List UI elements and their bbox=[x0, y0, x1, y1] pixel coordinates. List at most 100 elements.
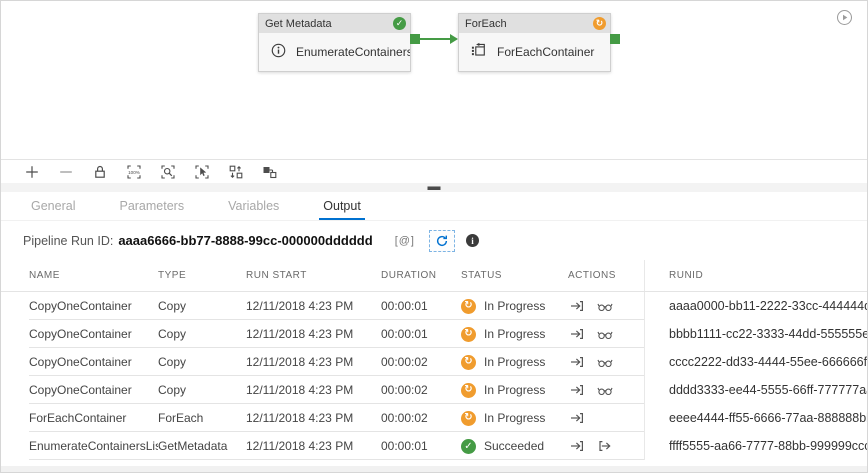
zoom-to-fit-icon[interactable]: 100% bbox=[125, 163, 142, 180]
input-icon[interactable] bbox=[568, 326, 585, 343]
node-type-label: Get Metadata bbox=[265, 17, 332, 30]
annotations-icon[interactable]: [@] bbox=[394, 234, 415, 247]
activity-run-row: CopyOneContainer Copy 12/11/2018 4:23 PM… bbox=[1, 292, 867, 320]
node-status-badge bbox=[593, 17, 606, 30]
activity-output-panel: General Parameters Variables Output Pipe… bbox=[1, 192, 867, 472]
lock-icon[interactable] bbox=[91, 163, 108, 180]
output-port[interactable] bbox=[410, 34, 420, 44]
run-id-cell: dddd3333-ee44-5555-66ff-777777aaaaaa bbox=[644, 376, 867, 404]
activity-connector bbox=[420, 38, 450, 40]
node-header: ForEach bbox=[459, 14, 610, 33]
run-start-cell: 12/11/2018 4:23 PM bbox=[246, 327, 354, 341]
duration-cell: 00:00:02 bbox=[381, 383, 428, 397]
activity-name-cell: ForEachContainer bbox=[29, 411, 127, 425]
input-icon[interactable] bbox=[568, 298, 585, 315]
status-cell: In Progress bbox=[461, 326, 568, 342]
activity-name-label: ForEachContainer bbox=[497, 45, 595, 59]
status-icon bbox=[461, 382, 476, 398]
activity-type-cell: Copy bbox=[158, 327, 187, 341]
details-glasses-icon[interactable] bbox=[596, 326, 613, 343]
input-icon[interactable] bbox=[568, 410, 585, 427]
zoom-in-icon[interactable] bbox=[23, 163, 40, 180]
actions-cell bbox=[568, 298, 644, 315]
play-icon[interactable] bbox=[836, 9, 853, 26]
activity-node-foreach[interactable]: ForEach ForEachContainer bbox=[458, 13, 611, 72]
run-id-cell: eeee4444-ff55-6666-77aa-888888bbbbbb bbox=[644, 404, 867, 432]
activity-run-row: CopyOneContainer Copy 12/11/2018 4:23 PM… bbox=[1, 348, 867, 376]
column-header-runid: RUNID bbox=[644, 260, 867, 291]
actions-cell bbox=[568, 438, 644, 455]
column-header-name: NAME bbox=[29, 270, 60, 281]
status-label: In Progress bbox=[484, 299, 546, 313]
status-cell: In Progress bbox=[461, 382, 568, 398]
horizontal-scrollbar[interactable] bbox=[1, 466, 867, 472]
node-header: Get Metadata bbox=[259, 14, 410, 33]
tab-variables[interactable]: Variables bbox=[228, 199, 280, 213]
status-label: In Progress bbox=[484, 383, 546, 397]
duration-cell: 00:00:01 bbox=[381, 299, 428, 313]
status-icon bbox=[461, 410, 476, 426]
input-icon[interactable] bbox=[568, 354, 585, 371]
show-connections-icon[interactable] bbox=[261, 163, 278, 180]
status-label: Succeeded bbox=[484, 439, 545, 453]
details-glasses-icon[interactable] bbox=[596, 298, 613, 315]
refresh-button[interactable] bbox=[428, 229, 455, 252]
zoom-out-icon[interactable] bbox=[57, 163, 74, 180]
activity-name-cell: CopyOneContainer bbox=[29, 327, 132, 341]
actions-cell bbox=[568, 382, 644, 399]
pipeline-canvas[interactable]: Get Metadata EnumerateContainers... ForE… bbox=[1, 1, 867, 159]
activity-name-cell: CopyOneContainer bbox=[29, 299, 132, 313]
node-status-badge bbox=[393, 17, 406, 30]
zoom-area-icon[interactable] bbox=[159, 163, 176, 180]
run-start-cell: 12/11/2018 4:23 PM bbox=[246, 411, 354, 425]
column-header-type: TYPE bbox=[158, 270, 187, 281]
info-icon[interactable]: i bbox=[465, 234, 479, 247]
actions-cell bbox=[568, 354, 644, 371]
input-icon[interactable] bbox=[568, 438, 585, 455]
output-icon[interactable] bbox=[596, 438, 613, 455]
pipeline-run-info-bar: Pipeline Run ID: aaaa6666-bb77-8888-99cc… bbox=[1, 221, 867, 260]
activity-name-cell: CopyOneContainer bbox=[29, 383, 132, 397]
panel-resize-handle[interactable] bbox=[427, 186, 441, 190]
status-cell: In Progress bbox=[461, 298, 568, 314]
panel-splitter bbox=[1, 183, 867, 192]
auto-align-icon[interactable] bbox=[227, 163, 244, 180]
actions-cell bbox=[568, 410, 644, 427]
input-icon[interactable] bbox=[568, 382, 585, 399]
run-id-cell: cccc2222-dd33-4444-55ee-666666ffffff bbox=[644, 348, 867, 376]
details-glasses-icon[interactable] bbox=[596, 354, 613, 371]
duration-cell: 00:00:02 bbox=[381, 411, 428, 425]
duration-cell: 00:00:01 bbox=[381, 439, 428, 453]
tab-output[interactable]: Output bbox=[319, 192, 365, 220]
status-icon bbox=[461, 354, 476, 370]
activity-node-get-metadata[interactable]: Get Metadata EnumerateContainers... bbox=[258, 13, 411, 72]
canvas-toolbar: 100% bbox=[1, 159, 867, 183]
run-start-cell: 12/11/2018 4:23 PM bbox=[246, 299, 354, 313]
multi-select-icon[interactable] bbox=[193, 163, 210, 180]
tab-parameters[interactable]: Parameters bbox=[119, 199, 185, 213]
run-id-cell: aaaa0000-bb11-2222-33cc-444444dddddd bbox=[644, 292, 867, 320]
activity-run-row: EnumerateContainersList GetMetadata 12/1… bbox=[1, 432, 867, 460]
foreach-icon bbox=[470, 42, 488, 62]
details-glasses-icon[interactable] bbox=[596, 382, 613, 399]
duration-cell: 00:00:02 bbox=[381, 355, 428, 369]
activity-type-cell: Copy bbox=[158, 355, 187, 369]
run-start-cell: 12/11/2018 4:23 PM bbox=[246, 355, 354, 369]
tab-general[interactable]: General bbox=[31, 199, 76, 213]
activity-type-cell: Copy bbox=[158, 383, 187, 397]
column-header-status: STATUS bbox=[461, 270, 502, 281]
column-header-run-start: RUN START bbox=[246, 270, 307, 281]
output-port[interactable] bbox=[610, 34, 620, 44]
table-header-row: NAME TYPE RUN START DURATION STATUS ACTI… bbox=[1, 260, 867, 292]
column-header-duration: DURATION bbox=[381, 270, 437, 281]
status-label: In Progress bbox=[484, 411, 546, 425]
status-icon bbox=[461, 438, 476, 454]
pipeline-run-id-value: aaaa6666-bb77-8888-99cc-000000dddddd bbox=[118, 233, 373, 248]
status-icon bbox=[461, 298, 476, 314]
activity-type-cell: ForEach bbox=[158, 411, 204, 425]
status-cell: Succeeded bbox=[461, 438, 568, 454]
run-start-cell: 12/11/2018 4:23 PM bbox=[246, 383, 354, 397]
connector-arrowhead-icon bbox=[450, 34, 458, 44]
column-header-actions: ACTIONS bbox=[568, 270, 616, 281]
